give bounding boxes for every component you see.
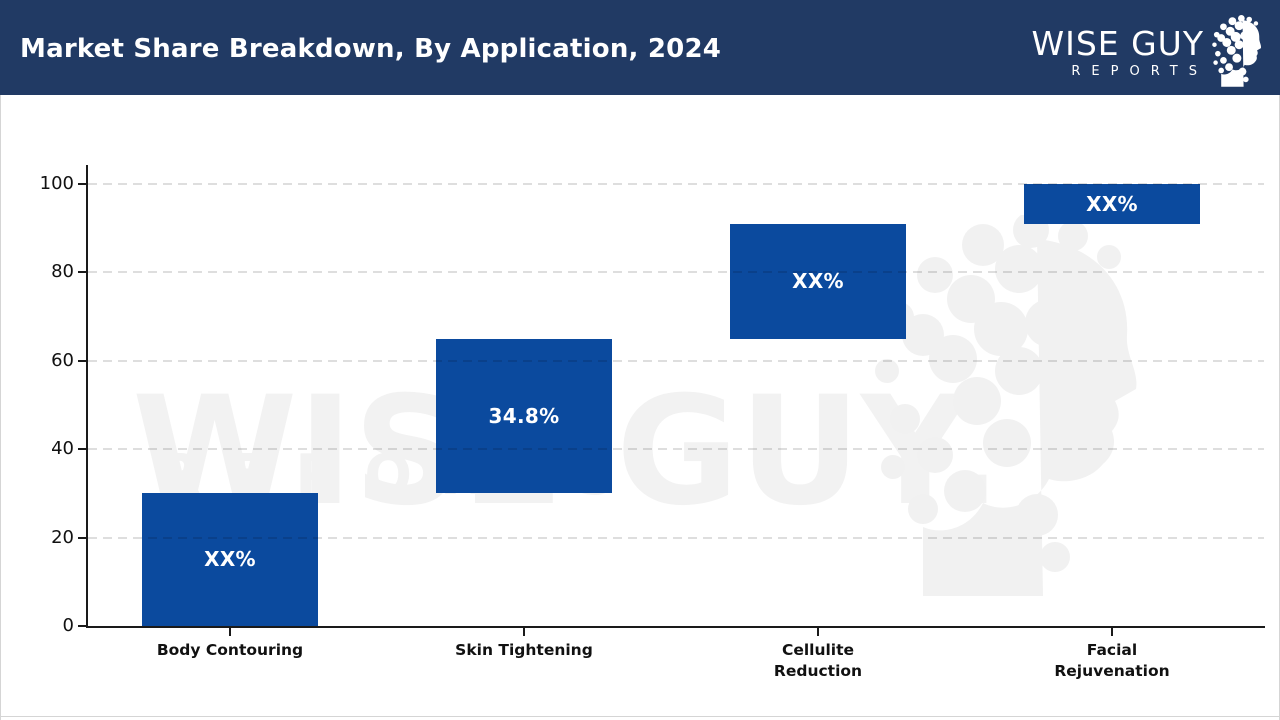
x-tick bbox=[523, 628, 525, 636]
y-axis-spine bbox=[86, 165, 88, 628]
x-axis-category-label: Facial Rejuvenation bbox=[1054, 641, 1170, 680]
gridline bbox=[88, 359, 1264, 362]
bar: XX% bbox=[142, 492, 318, 626]
canvas-border-bottom bbox=[0, 716, 1280, 717]
y-tick-label: 100 bbox=[39, 173, 74, 194]
x-tick bbox=[229, 628, 231, 636]
y-tick-label: 20 bbox=[51, 526, 74, 548]
gridline bbox=[88, 536, 1264, 539]
y-tick-label: 80 bbox=[51, 261, 74, 283]
bar: XX% bbox=[1024, 184, 1200, 224]
bar-value-label: XX% bbox=[1086, 191, 1138, 216]
x-axis-category-label: Skin Tightening bbox=[455, 641, 593, 659]
gridline bbox=[88, 271, 1264, 274]
logo-subtext: REPORTS bbox=[1071, 64, 1208, 79]
y-tick bbox=[78, 183, 86, 185]
bar-value-label: 34.8% bbox=[488, 403, 560, 428]
bar: 34.8% bbox=[436, 338, 612, 493]
x-axis-spine bbox=[86, 626, 1265, 628]
x-tick bbox=[817, 628, 819, 636]
header-bar: Market Share Breakdown, By Application, … bbox=[0, 0, 1280, 95]
bar: XX% bbox=[730, 223, 906, 339]
bar-value-label: XX% bbox=[204, 547, 256, 572]
y-tick bbox=[78, 536, 86, 539]
y-tick-label: 40 bbox=[51, 438, 74, 460]
page-title: Market Share Breakdown, By Application, … bbox=[20, 34, 722, 64]
y-tick bbox=[78, 448, 86, 451]
bar-value-label: XX% bbox=[792, 269, 844, 294]
x-tick bbox=[1111, 628, 1113, 636]
gridline bbox=[88, 183, 1264, 185]
canvas-border-left bbox=[0, 95, 1, 720]
y-tick-label: 60 bbox=[51, 349, 74, 371]
x-axis-category-label: Cellulite Reduction bbox=[773, 641, 863, 680]
wise-guy-logo: WISE GUY REPORTS bbox=[1031, 6, 1266, 90]
y-tick bbox=[78, 359, 86, 362]
logo-wordmark: WISE GUY bbox=[1031, 24, 1204, 63]
y-tick bbox=[78, 625, 86, 627]
y-tick-label: 0 bbox=[62, 615, 74, 636]
x-axis-category-label: Body Contouring bbox=[156, 641, 304, 659]
gridline bbox=[88, 448, 1264, 451]
y-tick bbox=[78, 271, 86, 274]
